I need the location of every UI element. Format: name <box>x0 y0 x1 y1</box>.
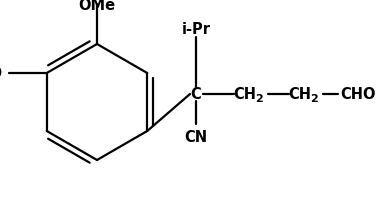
Text: C: C <box>191 87 201 102</box>
Text: i-Pr: i-Pr <box>182 22 210 37</box>
Text: CH: CH <box>288 87 312 102</box>
Text: MeO: MeO <box>0 66 3 81</box>
Text: CHO: CHO <box>340 87 376 102</box>
Text: CH: CH <box>233 87 257 102</box>
Text: OMe: OMe <box>78 0 116 13</box>
Text: 2: 2 <box>310 94 318 103</box>
Text: CN: CN <box>185 130 208 145</box>
Text: 2: 2 <box>255 94 263 103</box>
